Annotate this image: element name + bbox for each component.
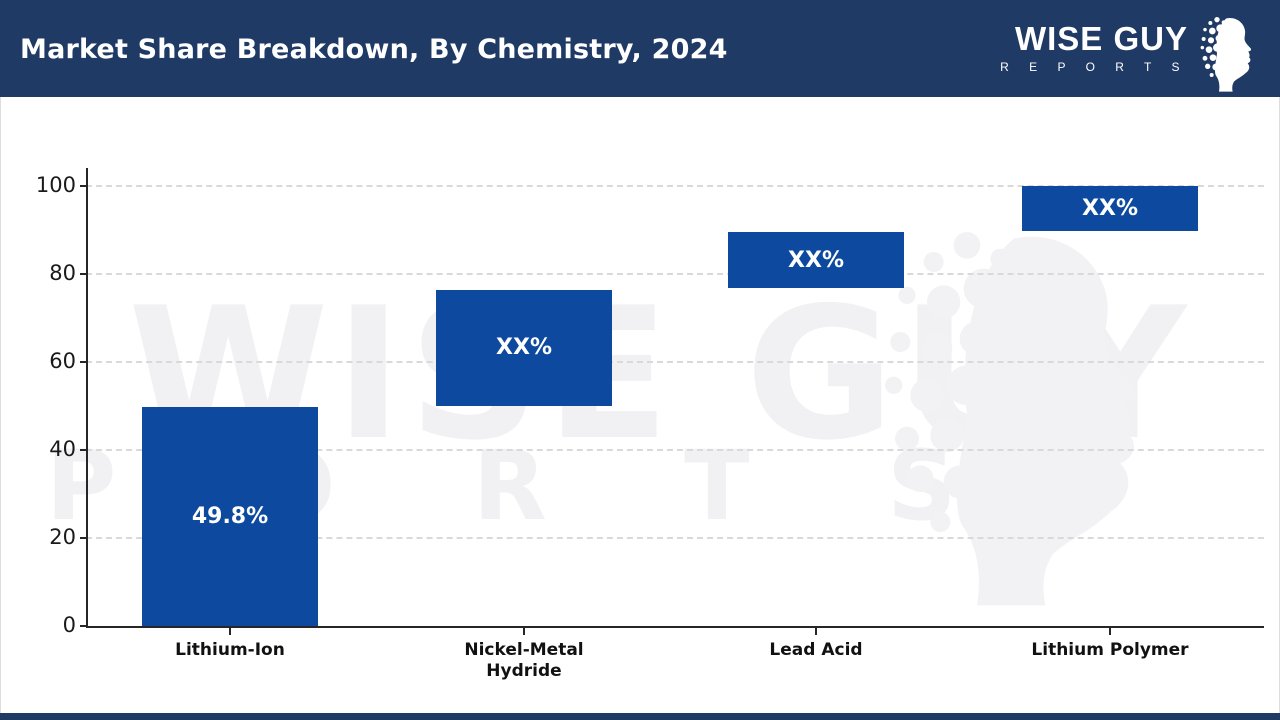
x-axis-line [86,626,1264,628]
gridline [86,273,1264,275]
header-bar: Market Share Breakdown, By Chemistry, 20… [0,0,1280,97]
logo-subtitle: R E P O R T S [1000,59,1188,74]
wise-guy-reports-logo: WISE GUY R E P O R T S [1000,6,1266,92]
logo-wordmark: WISE GUY [1014,20,1188,57]
y-tick-label: 20 [49,525,76,549]
y-tick-label: 0 [62,613,76,637]
gridline [86,449,1264,451]
bar-lithium-polymer: XX% [1022,186,1198,232]
x-axis-tick [1109,628,1111,635]
logo-text: WISE GUY R E P O R T S [1000,20,1188,74]
y-tick-label: 60 [49,349,76,373]
x-category-label: Lithium Polymer [1031,640,1189,660]
y-axis-tick [80,185,87,187]
x-category-label: Lead Acid [769,640,863,660]
x-category-label: Nickel-Metal Hydride [464,640,584,682]
y-tick-label: 100 [35,173,76,197]
bar-lead-acid: XX% [728,232,904,289]
bar-value-label: 49.8% [191,503,269,529]
watermark-head-logo [885,232,1138,606]
gridline [86,361,1264,363]
y-axis-line [86,168,88,628]
bar-value-label: XX% [496,335,552,361]
y-axis-tick [80,361,87,363]
bar-lithium-ion: 49.8% [142,406,318,626]
x-category-label: Lithium-Ion [175,640,285,660]
page-title: Market Share Breakdown, By Chemistry, 20… [20,34,728,65]
gridline [86,185,1264,187]
y-axis-tick [80,273,87,275]
x-axis-tick [815,628,817,635]
bar-nickel-metal-hydride: XX% [436,289,612,406]
footer-bar [0,713,1280,720]
y-axis-tick [80,449,87,451]
y-axis-tick [80,625,87,627]
bar-value-label: XX% [1082,196,1138,222]
x-axis-tick [523,628,525,635]
gridline [86,537,1264,539]
x-axis-tick [229,628,231,635]
y-tick-label: 80 [49,261,76,285]
y-tick-label: 40 [49,437,76,461]
bar-value-label: XX% [788,247,844,273]
logo-head-icon [1200,17,1252,92]
y-axis-tick [80,537,87,539]
